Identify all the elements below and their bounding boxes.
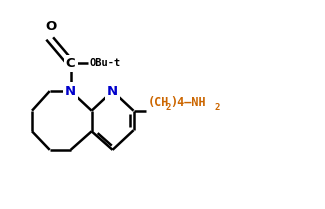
Text: N: N [65, 85, 76, 98]
Text: C: C [66, 57, 75, 70]
Text: O: O [46, 20, 57, 33]
Text: 2: 2 [214, 103, 219, 112]
Text: (CH: (CH [148, 96, 169, 109]
Text: OBu-t: OBu-t [90, 58, 121, 68]
Text: 2: 2 [166, 103, 171, 112]
Text: N: N [107, 85, 118, 98]
Text: )4—NH: )4—NH [171, 96, 206, 109]
